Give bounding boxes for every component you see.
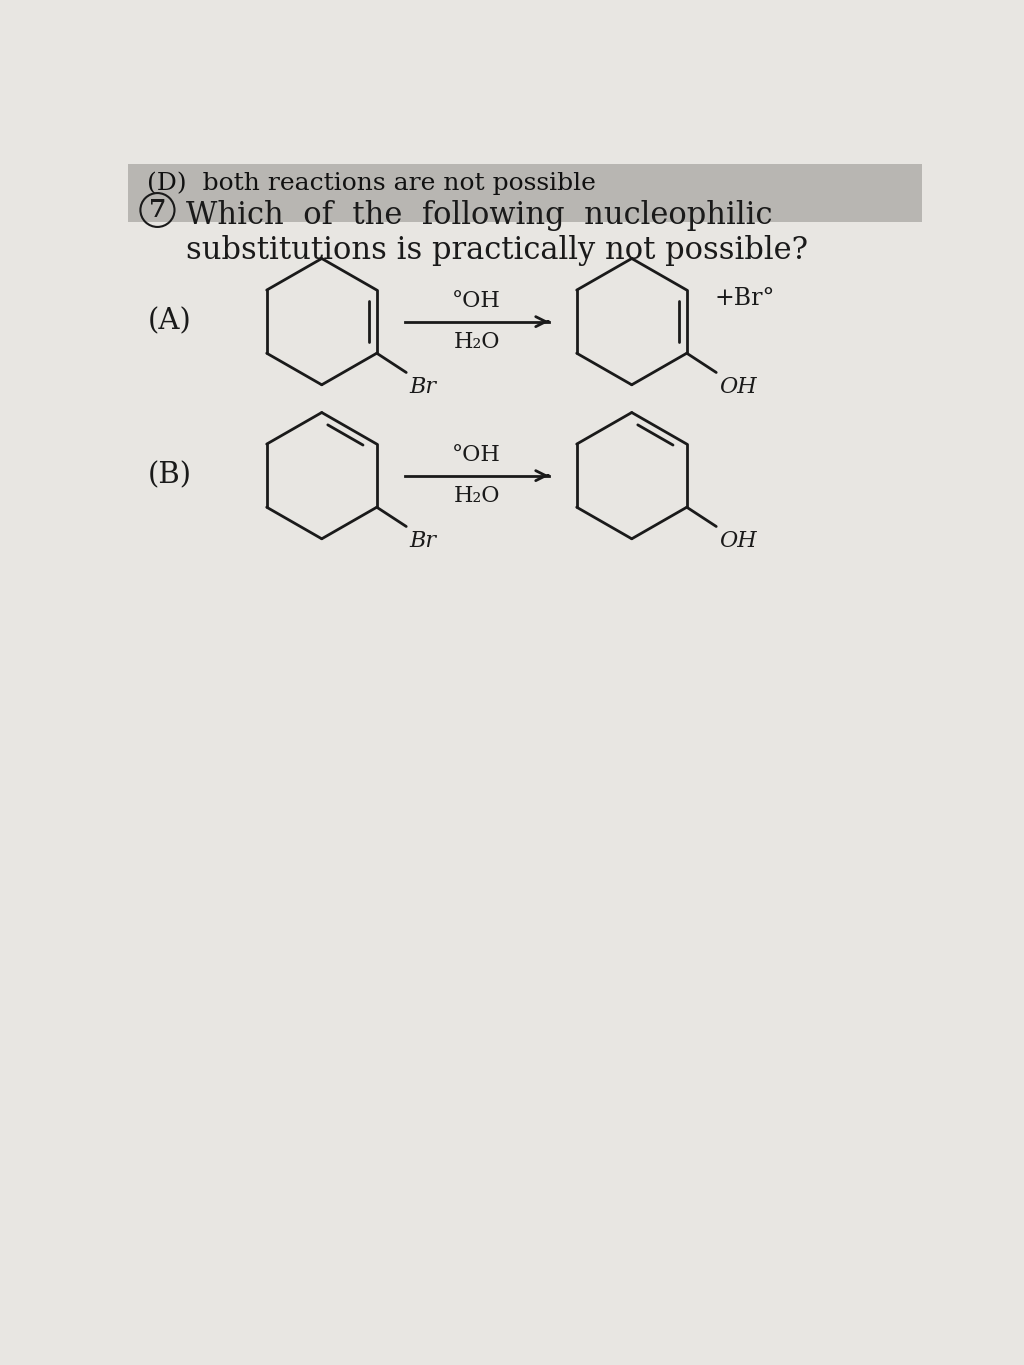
Text: (D)  both reactions are not possible: (D) both reactions are not possible <box>147 172 596 195</box>
Text: H₂O: H₂O <box>454 485 500 506</box>
Text: °OH: °OH <box>453 291 501 313</box>
Bar <box>128 164 922 221</box>
Text: Which  of  the  following  nucleophilic: Which of the following nucleophilic <box>186 201 773 231</box>
Text: °OH: °OH <box>453 445 501 467</box>
Text: +Br°: +Br° <box>715 287 775 310</box>
Text: OH: OH <box>719 375 757 397</box>
Text: (B): (B) <box>147 461 191 490</box>
Text: OH: OH <box>719 530 757 551</box>
Text: Br: Br <box>410 530 436 551</box>
Text: H₂O: H₂O <box>454 330 500 354</box>
Text: Br: Br <box>410 375 436 397</box>
Text: (A): (A) <box>147 307 191 336</box>
Text: substitutions is practically not possible?: substitutions is practically not possibl… <box>186 235 808 266</box>
Text: 7: 7 <box>148 198 166 222</box>
